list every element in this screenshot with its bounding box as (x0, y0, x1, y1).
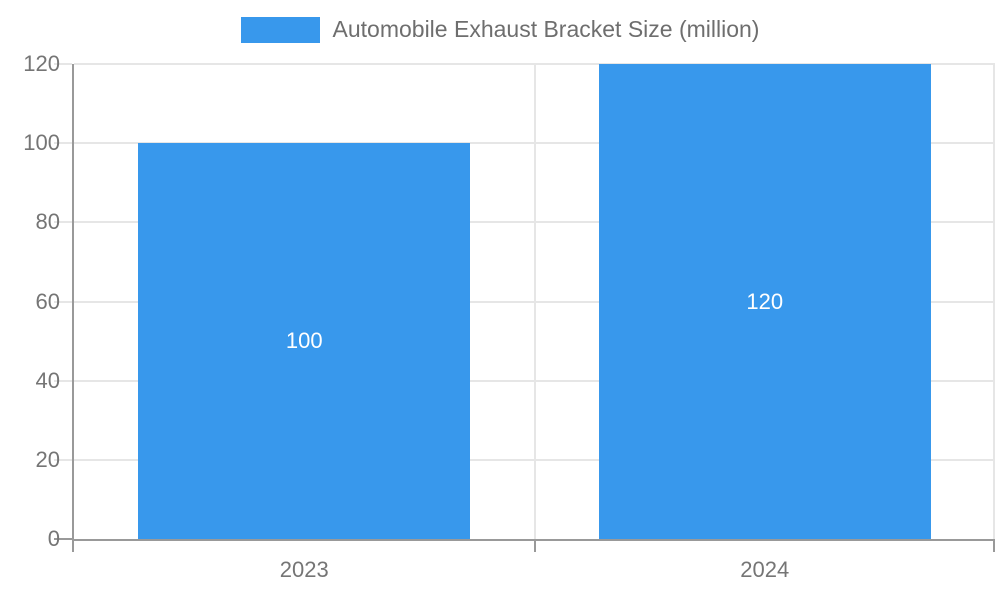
v-gridline (533, 64, 536, 539)
plot-area: 0 20 40 60 80 100 120 100 2023 120 2024 (23, 51, 995, 582)
y-axis-tick (54, 538, 72, 540)
x-axis-tick (72, 539, 74, 552)
x-axis-tick (993, 539, 995, 552)
y-axis-tick-label: 60 (35, 288, 60, 314)
legend-item[interactable]: Automobile Exhaust Bracket Size (million… (0, 16, 1000, 43)
y-axis-tick (54, 63, 72, 65)
y-axis-tick (54, 221, 72, 224)
y-axis-tick-label: 20 (35, 446, 60, 472)
bar-2023: 100 (138, 143, 471, 539)
y-axis-tick (54, 458, 72, 461)
y-axis-tick-label: 80 (35, 209, 60, 235)
legend-swatch-icon (240, 16, 320, 43)
v-gridline (993, 64, 995, 539)
y-axis-tick-label: 120 (23, 51, 60, 76)
x-axis-label: 2024 (740, 557, 790, 582)
y-axis-tick (54, 142, 72, 145)
bar-value-label: 120 (746, 288, 784, 314)
x-axis-label: 2023 (279, 557, 329, 582)
y-axis-tick (54, 300, 72, 303)
y-axis-tick-label: 0 (47, 526, 60, 551)
bar-2024: 120 (598, 64, 931, 539)
x-axis-tick (533, 539, 536, 552)
y-axis-tick-label: 40 (35, 367, 60, 393)
y-axis-tick-label: 100 (23, 130, 60, 156)
bar-value-label: 100 (285, 328, 323, 354)
y-axis-tick (54, 379, 72, 382)
legend-label: Automobile Exhaust Bracket Size (million… (332, 16, 760, 42)
